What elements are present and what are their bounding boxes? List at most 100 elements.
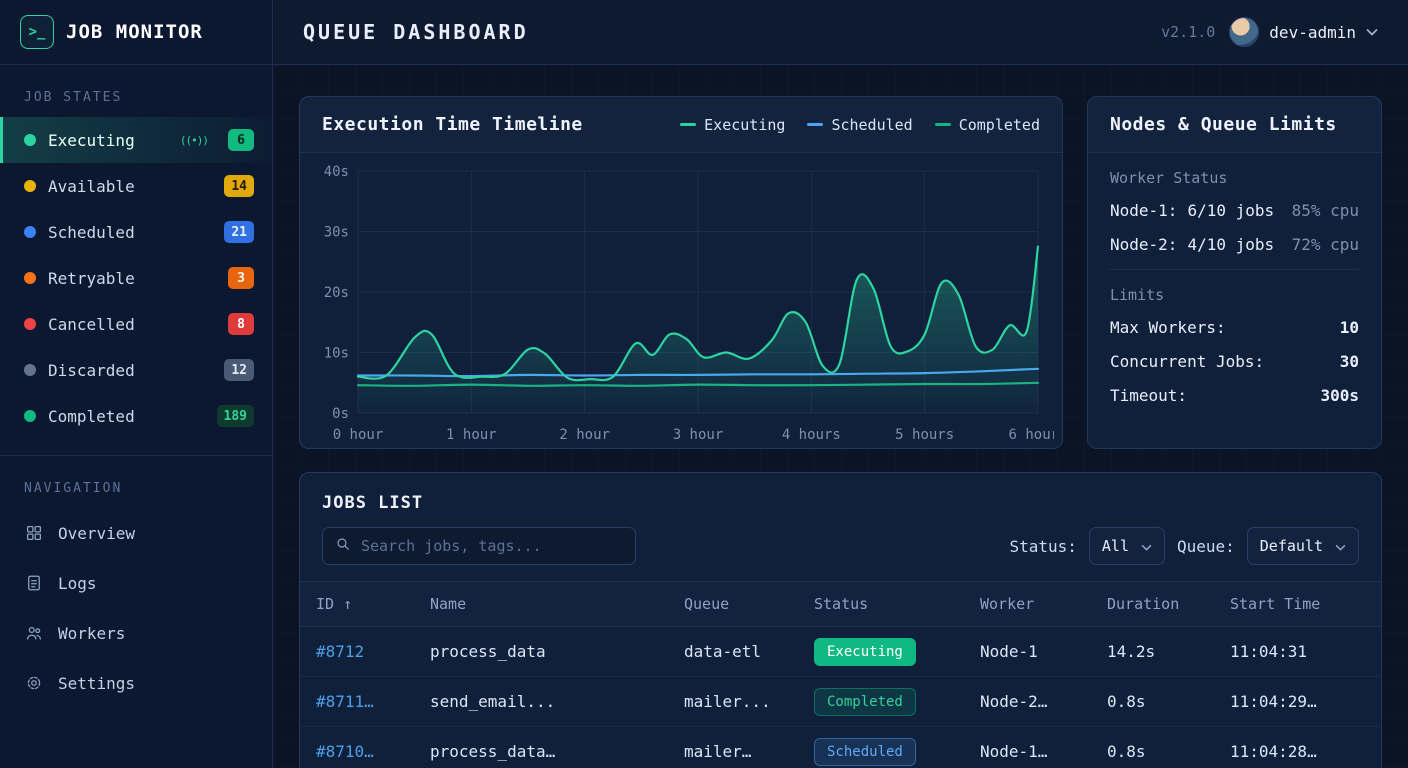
page-title: QUEUE DASHBOARD bbox=[303, 20, 529, 44]
legend-label: Completed bbox=[958, 115, 1040, 134]
job-start-time: 11:04:29… bbox=[1230, 692, 1317, 711]
node-jobs: 6/10 jobs bbox=[1187, 201, 1275, 220]
search-box bbox=[322, 527, 636, 565]
legend-dash-icon bbox=[680, 123, 697, 126]
limit-name: Concurrent Jobs: bbox=[1110, 352, 1265, 371]
count-badge: 12 bbox=[224, 359, 254, 381]
limits-label: Limits bbox=[1110, 286, 1165, 304]
document-icon bbox=[24, 573, 44, 593]
live-signal-icon: ((•)) bbox=[179, 133, 209, 147]
table-row[interactable]: #8710… process_data… mailer… Scheduled N… bbox=[300, 727, 1381, 768]
sidebar-item-retryable[interactable]: Retryable 3 bbox=[0, 255, 272, 301]
state-dot bbox=[24, 364, 36, 376]
legend-item-scheduled[interactable]: Scheduled bbox=[807, 116, 913, 134]
svg-text:40s: 40s bbox=[324, 164, 349, 180]
status-filter-select[interactable]: All bbox=[1088, 527, 1165, 565]
node-cpu: 85% cpu bbox=[1291, 201, 1359, 220]
limit-name: Timeout: bbox=[1110, 386, 1188, 405]
app-title: JOB MONITOR bbox=[66, 21, 203, 43]
execution-timeline-card: Execution Time Timeline Executing Schedu… bbox=[299, 96, 1063, 449]
job-id-link[interactable]: #8710… bbox=[316, 742, 374, 761]
job-id-link[interactable]: #8711… bbox=[316, 692, 374, 711]
state-dot bbox=[24, 318, 36, 330]
user-menu[interactable]: dev-admin bbox=[1229, 17, 1378, 47]
sidebar-item-scheduled[interactable]: Scheduled 21 bbox=[0, 209, 272, 255]
state-label: Discarded bbox=[48, 360, 135, 380]
sidebar-item-cancelled[interactable]: Cancelled 8 bbox=[0, 301, 272, 347]
column-header-status[interactable]: Status bbox=[814, 595, 869, 613]
job-name: process_data bbox=[430, 642, 546, 661]
column-header-duration[interactable]: Duration bbox=[1107, 595, 1180, 613]
chevron-down-icon bbox=[1141, 537, 1152, 555]
sidebar-item-completed[interactable]: Completed 189 bbox=[0, 393, 272, 439]
jobs-table-header: ID ↑ Name Queue Status Worker Duration S… bbox=[300, 581, 1381, 627]
grid-icon bbox=[24, 523, 44, 543]
legend-item-executing[interactable]: Executing bbox=[680, 116, 785, 134]
state-label: Cancelled bbox=[48, 314, 135, 334]
column-header-id[interactable]: ID ↑ bbox=[316, 595, 353, 613]
legend-label: Executing bbox=[704, 115, 786, 134]
job-states-section-label: JOB STATES bbox=[24, 90, 123, 105]
job-duration: 14.2s bbox=[1107, 642, 1156, 661]
nav-label: Settings bbox=[58, 673, 136, 693]
state-dot bbox=[24, 226, 36, 238]
count-badge: 14 bbox=[224, 175, 254, 197]
limit-value: 10 bbox=[1339, 318, 1359, 337]
username: dev-admin bbox=[1269, 22, 1356, 42]
sidebar: >_ JOB MONITOR JOB STATES Executing ((•)… bbox=[0, 0, 273, 768]
table-row[interactable]: #8712 process_data data-etl Executing No… bbox=[300, 627, 1381, 677]
timeline-card-header: Execution Time Timeline Executing Schedu… bbox=[300, 97, 1062, 153]
state-dot bbox=[24, 134, 36, 146]
svg-text:4 hours: 4 hours bbox=[782, 427, 841, 443]
timeline-card-title: Execution Time Timeline bbox=[322, 114, 583, 135]
legend-item-completed[interactable]: Completed bbox=[934, 115, 1040, 134]
gear-icon bbox=[24, 673, 44, 693]
node-status-row: Node-1: 6/10 jobs 85% cpu bbox=[1110, 201, 1359, 220]
search-icon bbox=[335, 536, 351, 556]
svg-text:5 hours: 5 hours bbox=[895, 427, 954, 443]
queue-filter-select[interactable]: Default bbox=[1246, 527, 1359, 565]
svg-text:2 hour: 2 hour bbox=[559, 427, 610, 443]
status-badge: Scheduled bbox=[814, 737, 916, 766]
state-label: Completed bbox=[48, 406, 135, 426]
table-row[interactable]: #8711… send_email... mailer... Completed… bbox=[300, 677, 1381, 727]
sidebar-item-executing[interactable]: Executing ((•)) 6 bbox=[0, 117, 272, 163]
search-input[interactable] bbox=[361, 537, 623, 555]
people-icon bbox=[24, 623, 44, 643]
worker-status-label: Worker Status bbox=[1110, 169, 1228, 187]
sidebar-divider bbox=[0, 455, 272, 456]
column-header-start-time[interactable]: Start Time bbox=[1230, 595, 1321, 613]
column-header-queue[interactable]: Queue bbox=[684, 595, 730, 613]
svg-text:1 hour: 1 hour bbox=[446, 427, 497, 443]
nav-label: Logs bbox=[58, 573, 97, 593]
chevron-down-icon bbox=[1335, 537, 1346, 555]
timeline-chart: 0s 10s 20s 30s 40s 0 hour 1 hour 2 hour 3 hour 4 … bbox=[308, 159, 1062, 448]
node-cpu: 72% cpu bbox=[1291, 235, 1359, 254]
brand-row: >_ JOB MONITOR bbox=[0, 0, 272, 65]
sidebar-item-overview[interactable]: Overview bbox=[0, 508, 272, 558]
job-id-link[interactable]: #8712 bbox=[316, 642, 365, 661]
sidebar-item-logs[interactable]: Logs bbox=[0, 558, 272, 608]
sidebar-item-settings[interactable]: Settings bbox=[0, 658, 272, 708]
sidebar-item-discarded[interactable]: Discarded 12 bbox=[0, 347, 272, 393]
chart-legend: Executing Scheduled Completed bbox=[680, 116, 1040, 134]
node-name: Node-1: bbox=[1110, 201, 1178, 220]
state-label: Executing bbox=[48, 130, 135, 150]
job-queue: data-etl bbox=[684, 642, 762, 661]
nav-label: Overview bbox=[58, 523, 136, 543]
column-header-worker[interactable]: Worker bbox=[980, 595, 1035, 613]
card-divider bbox=[1110, 269, 1359, 270]
status-filter-label: Status: bbox=[1009, 536, 1077, 556]
sidebar-item-workers[interactable]: Workers bbox=[0, 608, 272, 658]
count-badge: 21 bbox=[224, 221, 254, 243]
status-badge: Executing bbox=[814, 637, 916, 666]
queue-filter-label: Queue: bbox=[1176, 536, 1235, 556]
job-worker: Node-2… bbox=[980, 692, 1048, 711]
limit-row: Max Workers: 10 bbox=[1110, 318, 1359, 337]
queue-filter-value: Default bbox=[1259, 537, 1323, 555]
sidebar-item-available[interactable]: Available 14 bbox=[0, 163, 272, 209]
state-dot bbox=[24, 272, 36, 284]
state-label: Available bbox=[48, 176, 135, 196]
jobs-list-card: JOBS LIST Status: All bbox=[299, 472, 1382, 768]
column-header-name[interactable]: Name bbox=[430, 595, 467, 613]
